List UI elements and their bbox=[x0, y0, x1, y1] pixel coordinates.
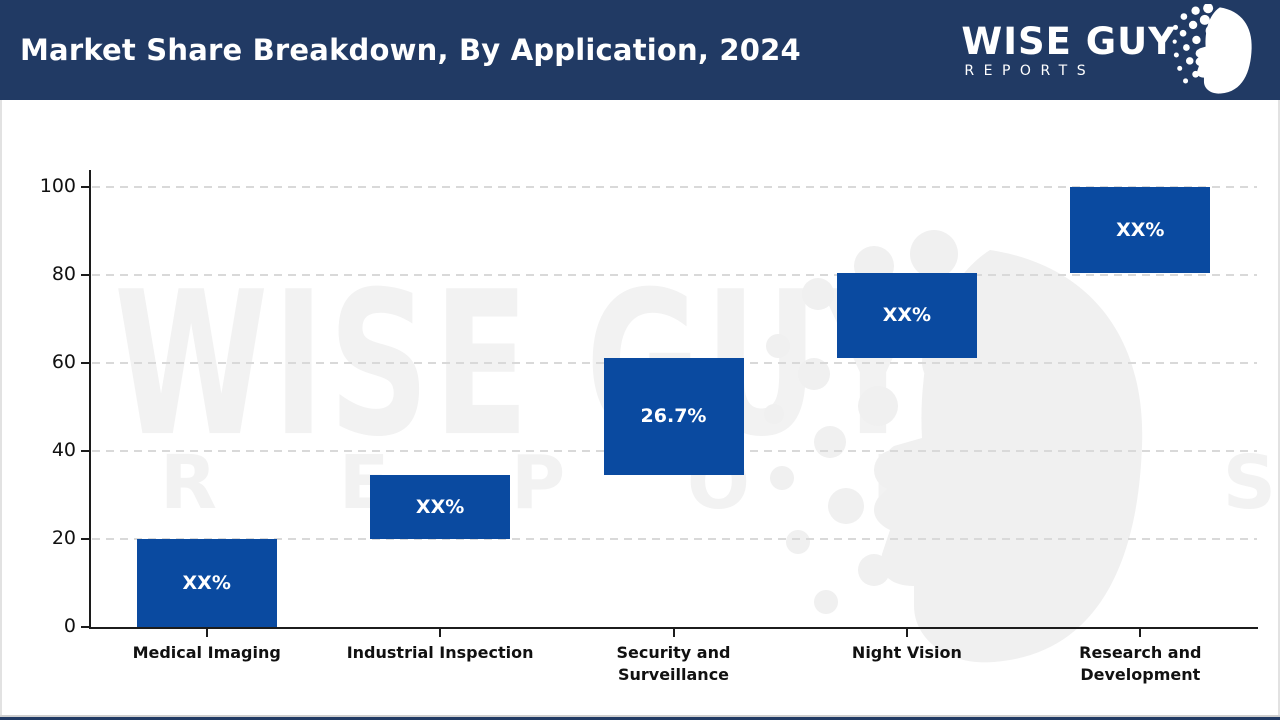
x-tick-mark-4 bbox=[905, 629, 908, 637]
logo-name: WISE GUY bbox=[961, 19, 1176, 63]
gridline-100 bbox=[92, 186, 1257, 188]
chart-title: Market Share Breakdown, By Application, … bbox=[20, 33, 801, 67]
y-tick-mark-100 bbox=[81, 186, 90, 188]
bar-value-label: 26.7% bbox=[640, 405, 707, 428]
y-tick-label-100: 100 bbox=[39, 175, 76, 197]
x-category-label: Medical Imaging bbox=[132, 643, 281, 662]
bar-value-label: XX% bbox=[882, 304, 932, 327]
bar-segment-1: XX% bbox=[136, 539, 277, 627]
y-tick-mark-20 bbox=[81, 538, 90, 540]
x-category-label: Research and Development bbox=[1079, 643, 1202, 684]
logo-subtitle: REPORTS bbox=[964, 62, 1096, 79]
y-axis-line bbox=[89, 170, 91, 628]
bar-value-label: XX% bbox=[182, 572, 231, 594]
bar-segment-3: 26.7% bbox=[603, 357, 744, 476]
footer-bar bbox=[0, 717, 1280, 720]
bar-segment-5: XX% bbox=[1070, 187, 1211, 274]
y-tick-label-0: 0 bbox=[63, 615, 76, 637]
x-tick-mark-1 bbox=[205, 629, 208, 637]
wiseguy-logo: WISE GUY REPORTS bbox=[961, 4, 1264, 96]
x-tick-mark-3 bbox=[672, 629, 675, 637]
chart-area: WISE GUY R E P O R T S 0 20 40 60 80 100 XX% Me… bbox=[0, 100, 1280, 715]
gridline-80 bbox=[92, 274, 1257, 276]
x-tick-mark-2 bbox=[439, 629, 442, 637]
watermark-text: WISE GUY bbox=[114, 250, 928, 482]
x-axis-line bbox=[89, 627, 1258, 629]
gridline-20 bbox=[92, 538, 1257, 540]
y-tick-label-60: 60 bbox=[51, 351, 76, 373]
y-tick-label-20: 20 bbox=[51, 527, 76, 549]
bar-segment-2: XX% bbox=[370, 475, 511, 539]
y-tick-mark-40 bbox=[81, 450, 90, 452]
y-tick-mark-60 bbox=[81, 362, 90, 364]
bar-segment-4: XX% bbox=[836, 273, 977, 358]
wiseguy-face-icon bbox=[1172, 4, 1252, 94]
x-tick-mark-5 bbox=[1139, 629, 1142, 637]
header: Market Share Breakdown, By Application, … bbox=[0, 0, 1280, 100]
bar-value-label: XX% bbox=[415, 496, 465, 519]
x-category-label: Industrial Inspection bbox=[346, 643, 534, 662]
footer-divider bbox=[0, 715, 1280, 717]
y-tick-mark-0 bbox=[81, 626, 90, 628]
x-category-label: Night Vision bbox=[851, 643, 962, 662]
y-tick-label-40: 40 bbox=[51, 439, 76, 461]
x-category-label: Security and Surveillance bbox=[616, 643, 731, 684]
bar-value-label: XX% bbox=[1116, 219, 1165, 242]
y-tick-label-80: 80 bbox=[51, 263, 76, 285]
plot-region: 0 20 40 60 80 100 XX% Medical Imaging XX% Industr… bbox=[2, 100, 1278, 715]
y-tick-mark-80 bbox=[81, 274, 90, 276]
